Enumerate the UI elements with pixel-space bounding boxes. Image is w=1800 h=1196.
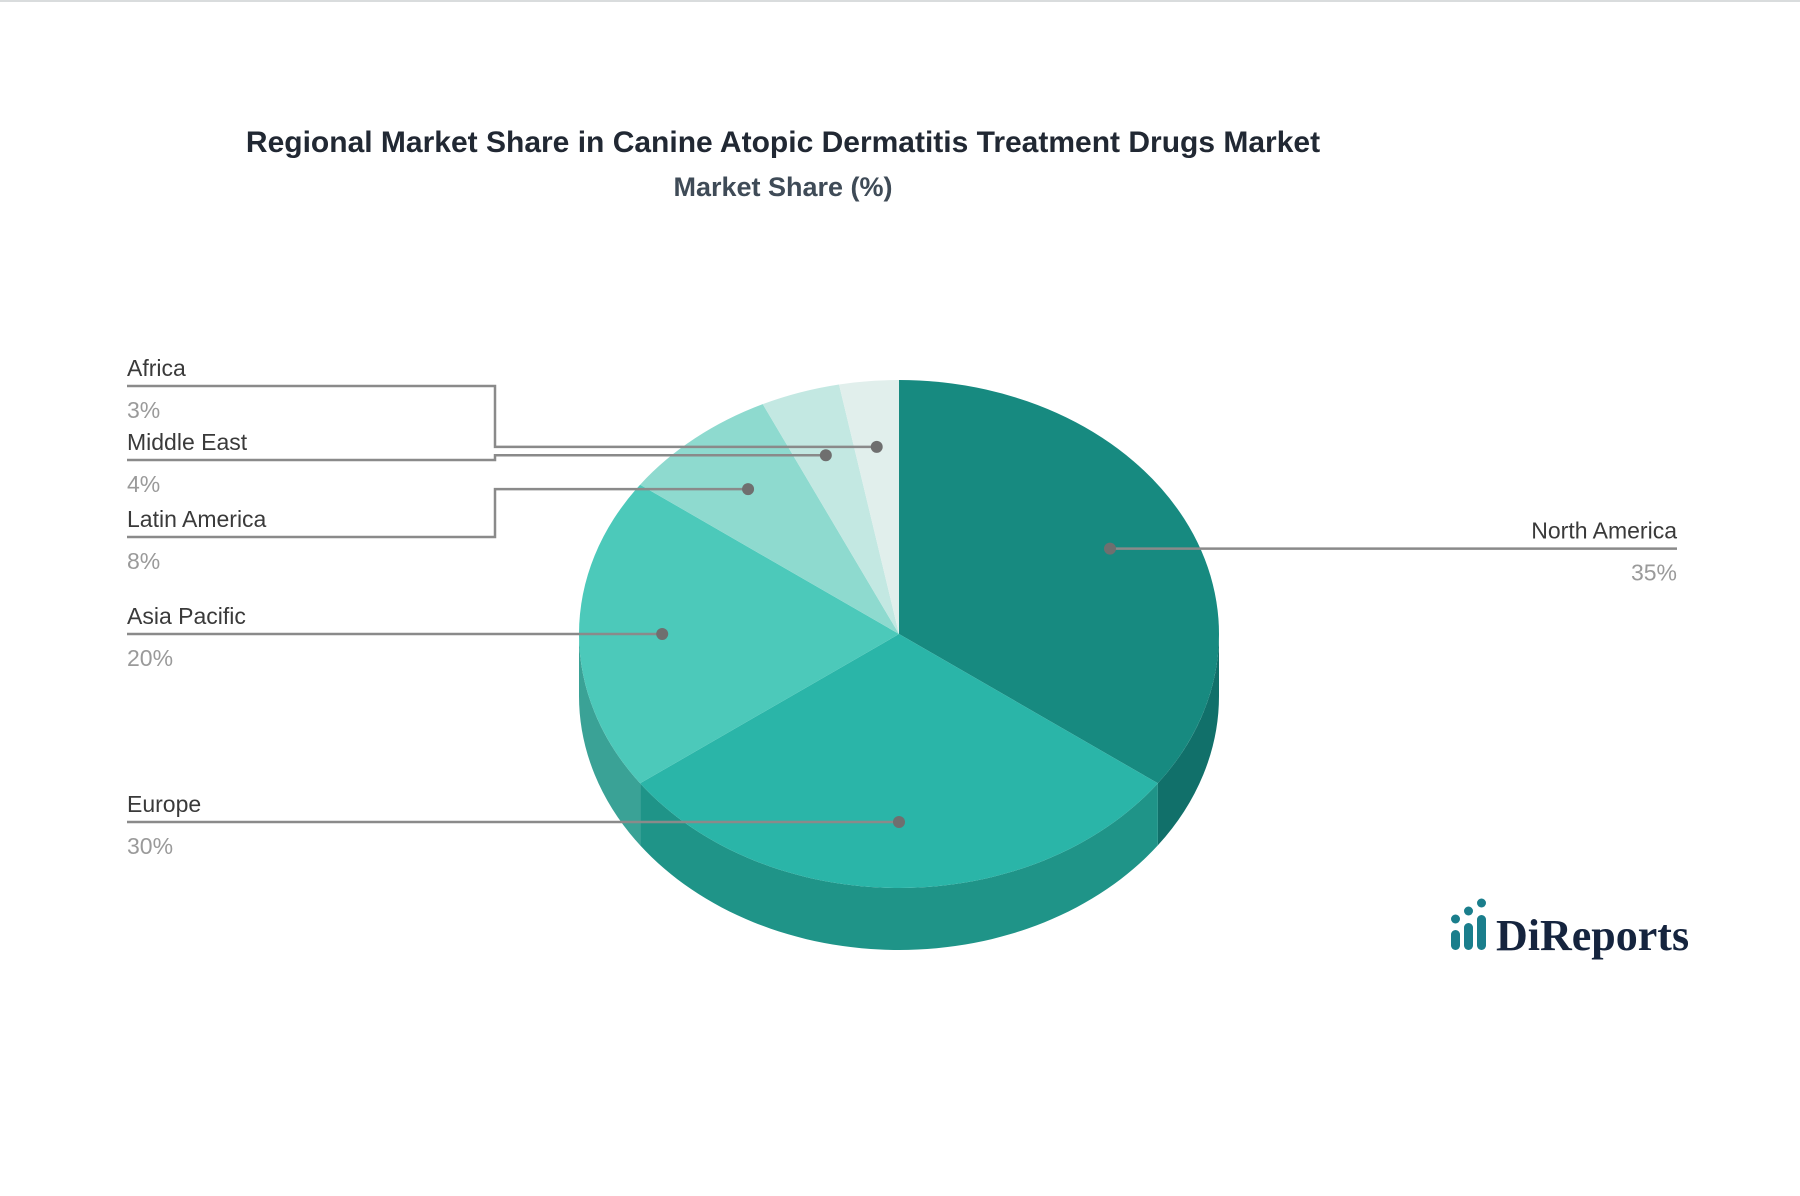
slice-label-middle-east: Middle East — [127, 429, 248, 455]
leader-dot — [819, 449, 832, 462]
leader-line — [127, 453, 826, 462]
slice-label-africa: Africa — [127, 355, 186, 381]
leader-dot — [1103, 542, 1116, 555]
pie-slice-latin-america[interactable] — [640, 404, 899, 634]
pie-slice-europe-side — [640, 783, 1158, 950]
pie-slice-north-america-side — [1157, 634, 1219, 846]
leader-line — [127, 487, 749, 539]
slice-label-europe: Europe — [127, 791, 201, 817]
leader-north-america: North America 35% — [1103, 518, 1677, 586]
leader-dot — [742, 483, 755, 496]
leader-line — [127, 384, 877, 449]
slice-label-asia-pacific: Asia Pacific — [127, 603, 246, 629]
slice-value-north-america: 35% — [1631, 560, 1677, 586]
leader-latin-america: Latin America 8% — [127, 483, 755, 574]
slice-label-north-america: North America — [1531, 518, 1677, 544]
leader-dot — [870, 440, 883, 453]
pie-slice-north-america[interactable] — [899, 380, 1219, 784]
direports-logo: DiReports — [1451, 898, 1689, 960]
slice-value-africa: 3% — [127, 397, 160, 423]
pie-slice-asia-pacific[interactable] — [579, 484, 899, 784]
pie-slice-asia-pacific-side — [579, 634, 641, 846]
leader-africa: Africa 3% — [127, 355, 883, 453]
slice-value-europe: 30% — [127, 833, 173, 859]
pie-slice-labels: North America 35% Europe 30% Asia Pacific 20%… — [127, 355, 1677, 859]
chart-subtitle: Market Share (%) — [673, 172, 892, 202]
leader-europe: Europe 30% — [127, 791, 905, 859]
leader-dot — [893, 815, 905, 828]
logo-text: DiReports — [1496, 911, 1689, 960]
bar-chart-icon — [1451, 898, 1486, 950]
slice-value-latin-america: 8% — [127, 548, 160, 574]
leader-middle-east: Middle East 4% — [127, 429, 832, 497]
pie-slice-europe[interactable] — [640, 634, 1158, 888]
pie-slice-africa[interactable] — [839, 379, 899, 634]
pie-slices — [579, 379, 1219, 888]
leader-dot — [656, 628, 669, 640]
pie-3d-sides — [579, 634, 1219, 950]
slice-value-middle-east: 4% — [127, 471, 160, 497]
slice-value-asia-pacific: 20% — [127, 645, 173, 671]
chart-title: Regional Market Share in Canine Atopic D… — [246, 126, 1320, 159]
slice-label-latin-america: Latin America — [127, 506, 267, 532]
leader-asia-pacific: Asia Pacific 20% — [127, 603, 669, 671]
